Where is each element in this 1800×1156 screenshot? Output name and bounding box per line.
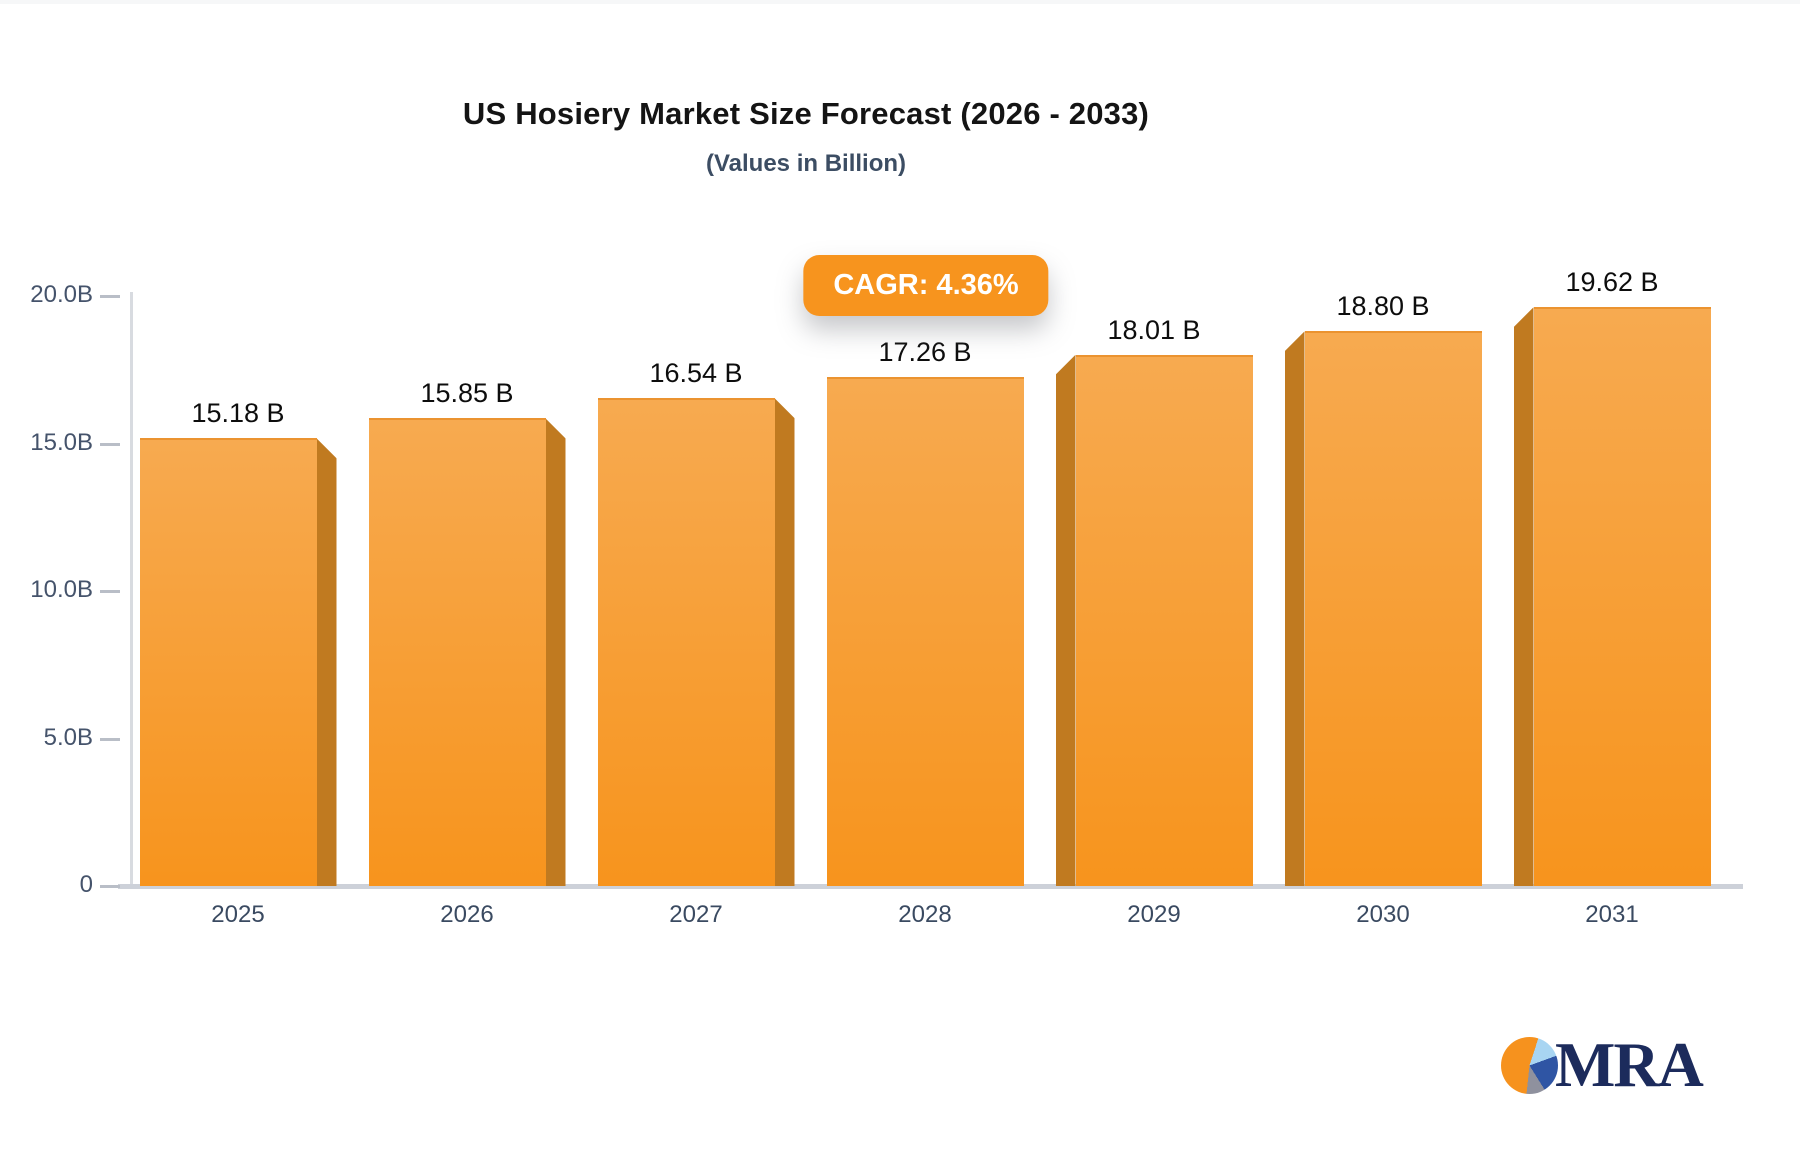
- mra-logo: MRA: [1501, 1029, 1704, 1100]
- bar-face-2029: [1075, 354, 1253, 886]
- ytick-dash-0: [100, 885, 120, 888]
- bar-side-2027: [774, 398, 795, 886]
- bar-side-2030: [1284, 331, 1305, 886]
- bar-face-2030: [1304, 331, 1482, 886]
- bar-2030: 18.80 B: [1284, 291, 1482, 886]
- xtick-label-2028: 2028: [898, 901, 952, 928]
- ytick-dash-5.0B: [100, 737, 120, 741]
- x-axis-line: [118, 884, 1743, 889]
- xtick-label-2025: 2025: [211, 901, 265, 928]
- bar-value-2026: 15.85 B: [420, 378, 514, 409]
- ytick-label-15.0B: 15.0B: [30, 428, 93, 456]
- ytick-label-20.0B: 20.0B: [30, 281, 93, 308]
- bar-side-2025: [316, 438, 337, 886]
- bar-side-2029: [1055, 354, 1076, 886]
- xtick-label-2027: 2027: [669, 901, 723, 928]
- bar-value-2027: 16.54 B: [649, 358, 743, 389]
- xtick-label-2029: 2029: [1127, 901, 1181, 928]
- chart-title: US Hosiery Market Size Forecast (2026 - …: [462, 96, 1150, 131]
- bar-value-2028: 17.26 B: [878, 336, 972, 367]
- bar-value-2025: 15.18 B: [191, 398, 285, 429]
- ytick-label-10.0B: 10.0B: [30, 576, 93, 603]
- pie-chart-logo-icon: [1501, 1036, 1558, 1094]
- bar-value-2029: 18.01 B: [1107, 314, 1201, 345]
- bar-face-2027: [597, 398, 775, 886]
- chart-subtitle: (Values in Billion): [705, 150, 907, 177]
- bar-side-2031: [1513, 307, 1534, 886]
- bar-2028: 17.26 B: [826, 337, 1024, 886]
- bar-face-2028: [826, 376, 1024, 886]
- top-edge-strip: [0, 0, 1800, 4]
- bar-face-2031: [1533, 307, 1711, 886]
- bar-side-2026: [545, 418, 566, 886]
- bar-value-2031: 19.62 B: [1565, 267, 1659, 298]
- ytick-label-5.0B: 5.0B: [43, 723, 93, 751]
- bar-2027: 16.54 B: [597, 358, 795, 886]
- xtick-label-2030: 2030: [1356, 901, 1410, 928]
- xtick-label-2031: 2031: [1585, 901, 1639, 928]
- bar-face-2025: [139, 438, 317, 886]
- ytick-dash-15.0B: [100, 442, 120, 446]
- bar-2031: 19.62 B: [1513, 267, 1711, 886]
- y-axis-line: [130, 292, 133, 888]
- ytick-dash-10.0B: [100, 590, 120, 593]
- cagr-badge: CAGR: 4.36%: [803, 255, 1049, 316]
- bar-2026: 15.85 B: [368, 378, 566, 886]
- bar-face-2026: [368, 418, 546, 886]
- bar-2029: 18.01 B: [1055, 315, 1253, 886]
- ytick-label-0: 0: [79, 871, 93, 898]
- bar-value-2030: 18.80 B: [1336, 291, 1430, 322]
- ytick-dash-20.0B: [100, 295, 120, 298]
- xtick-label-2026: 2026: [440, 901, 494, 928]
- logo-text: MRA: [1555, 1029, 1704, 1100]
- bar-2025: 15.18 B: [139, 398, 337, 886]
